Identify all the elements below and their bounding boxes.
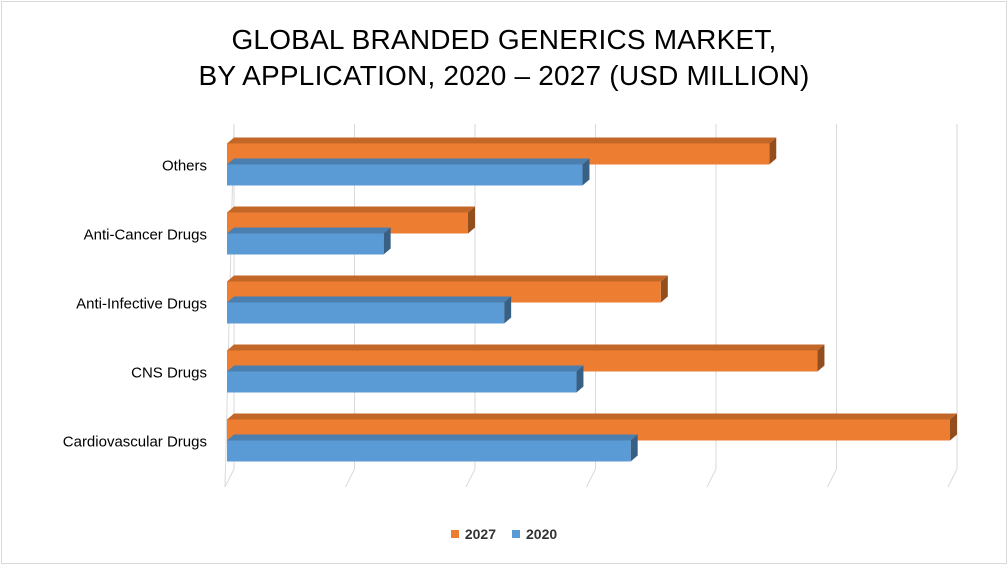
bar-2020-others <box>227 158 590 186</box>
floor-gridline <box>947 468 958 488</box>
legend-label-2020: 2020 <box>526 526 558 542</box>
floor-gridline <box>706 468 717 488</box>
bar-2020-anti-cancer-drugs <box>227 227 391 255</box>
chart-title-line-1: GLOBAL BRANDED GENERICS MARKET, <box>231 24 777 55</box>
floor-gridline <box>465 468 476 488</box>
category-label-cns-drugs: CNS Drugs <box>131 365 207 382</box>
category-label-cardiovascular-drugs: Cardiovascular Drugs <box>63 434 207 451</box>
floor-gridline <box>345 468 355 488</box>
chart-title: GLOBAL BRANDED GENERICS MARKET, BY APPLI… <box>0 22 1008 94</box>
chart-title-line-2: BY APPLICATION, 2020 – 2027 (USD MILLION… <box>198 60 810 91</box>
legend-label-2027: 2027 <box>464 526 496 542</box>
bar-2020-cns-drugs <box>227 365 584 393</box>
bar-2020-anti-infective-drugs <box>227 296 512 324</box>
bar-2020-cardiovascular-drugs <box>227 434 638 462</box>
category-label-others: Others <box>162 158 207 175</box>
legend-swatch-2027 <box>450 530 459 538</box>
category-label-anti-infective-drugs: Anti-Infective Drugs <box>76 296 207 313</box>
legend-swatch-2020 <box>512 530 520 538</box>
floor-gridline <box>586 468 596 488</box>
category-label-anti-cancer-drugs: Anti-Cancer Drugs <box>84 227 207 244</box>
floor-gridline <box>224 468 235 488</box>
floor-gridline <box>827 468 837 488</box>
legend-item-2020: 2020 <box>512 526 557 542</box>
legend: 2027 2020 <box>0 526 1008 542</box>
legend-item-2027: 2027 <box>450 526 496 542</box>
